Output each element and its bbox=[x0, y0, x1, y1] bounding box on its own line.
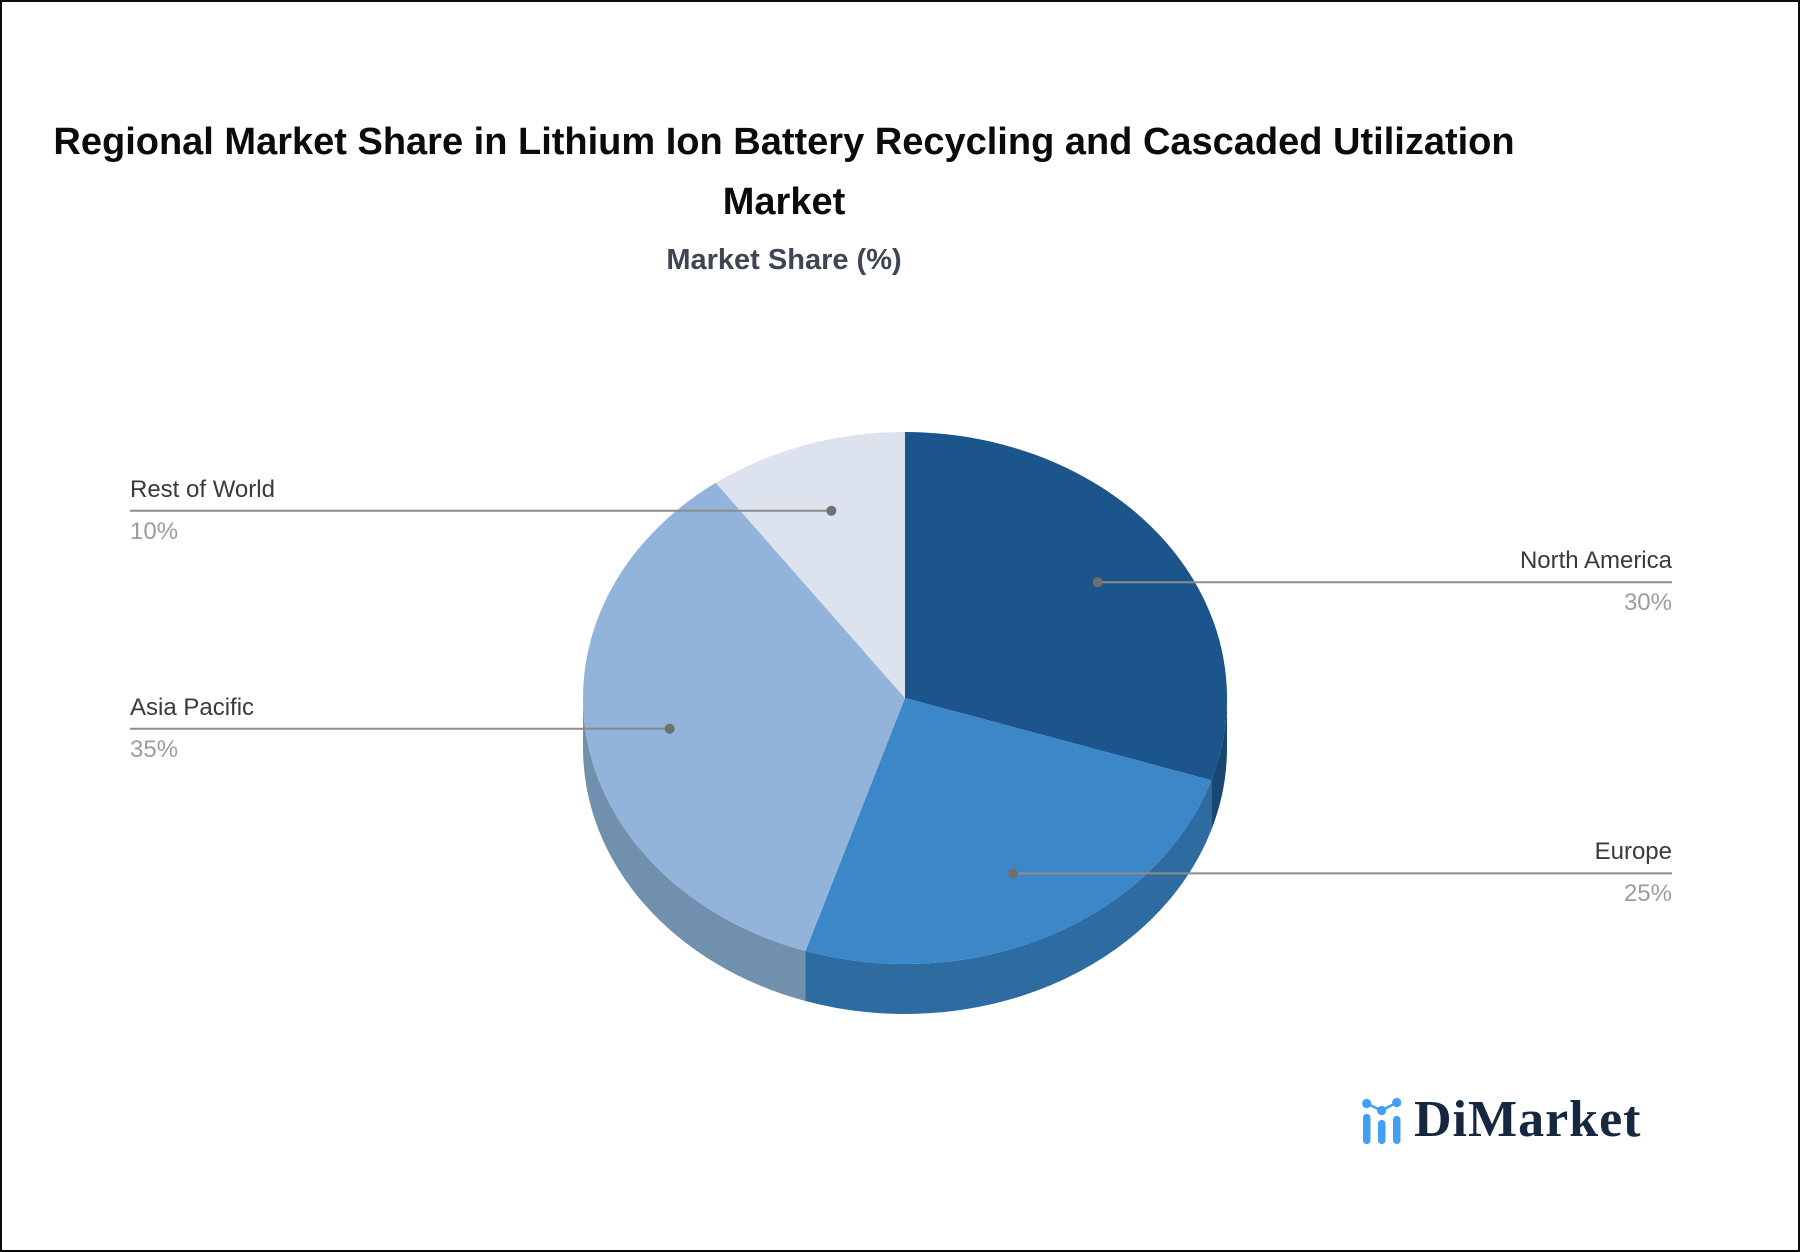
callout-dot-rest-of-world bbox=[826, 505, 837, 516]
pie-label-name-europe: Europe bbox=[1594, 838, 1672, 866]
pie-slice-asia-pacific[interactable] bbox=[583, 482, 905, 951]
pie-slice-north-america[interactable] bbox=[905, 432, 1228, 781]
pie-slice-europe[interactable] bbox=[805, 698, 1212, 964]
pie-label-name-rest-of-world: Rest of World bbox=[130, 475, 275, 503]
brand-logo: DiMarket bbox=[1362, 1092, 1641, 1148]
pie-slice-rest-of-world[interactable] bbox=[715, 432, 905, 698]
bar-line-chart-icon bbox=[1362, 1097, 1402, 1144]
chart-subtitle: Market Share (%) bbox=[666, 244, 902, 276]
pie-label-value-asia-pacific: 35% bbox=[130, 735, 179, 763]
pie-label-name-asia-pacific: Asia Pacific bbox=[130, 693, 255, 721]
pie-label-value-europe: 25% bbox=[1623, 880, 1672, 908]
callout-dot-asia-pacific bbox=[664, 723, 675, 734]
brand-name: DiMarket bbox=[1414, 1091, 1642, 1148]
pie-label-value-rest-of-world: 10% bbox=[130, 517, 179, 545]
chart-title-line2: Market bbox=[722, 181, 846, 223]
pie-label-value-north-america: 30% bbox=[1623, 589, 1672, 617]
chart-header: Regional Market Share in Lithium Ion Bat… bbox=[0, 112, 1568, 278]
pie-label-name-north-america: North America bbox=[1519, 547, 1672, 575]
pie-slice-side-north-america bbox=[1211, 698, 1227, 831]
chart-title-line1: Regional Market Share in Lithium Ion Bat… bbox=[53, 121, 1515, 163]
callout-dot-europe bbox=[1008, 868, 1019, 879]
pie-slice-side-europe bbox=[805, 780, 1212, 1014]
pie-slice-side-asia-pacific bbox=[583, 698, 806, 1001]
callout-dot-north-america bbox=[1092, 577, 1103, 588]
